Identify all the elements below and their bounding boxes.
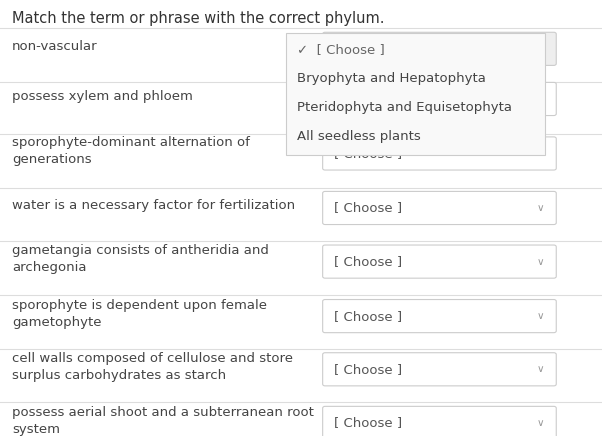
FancyBboxPatch shape xyxy=(323,82,556,116)
Text: [ Choose ]: [ Choose ] xyxy=(334,363,402,376)
Text: ∨: ∨ xyxy=(537,418,544,428)
Text: possess xylem and phloem: possess xylem and phloem xyxy=(12,90,193,103)
FancyBboxPatch shape xyxy=(323,191,556,225)
Text: All seedless plants: All seedless plants xyxy=(297,130,421,143)
Text: [ Choose ]: [ Choose ] xyxy=(334,416,402,429)
Text: ∨: ∨ xyxy=(537,149,544,158)
Text: [ Choose ]: [ Choose ] xyxy=(334,255,402,268)
Text: ∨: ∨ xyxy=(537,94,544,104)
Text: sporophyte is dependent upon female
gametophyte: sporophyte is dependent upon female game… xyxy=(12,299,267,329)
Text: [ Choose ]: [ Choose ] xyxy=(334,42,402,55)
Text: [ Choose ]: [ Choose ] xyxy=(334,310,402,323)
Text: [ Choose ]: [ Choose ] xyxy=(334,201,402,215)
Text: sporophyte-dominant alternation of
generations: sporophyte-dominant alternation of gener… xyxy=(12,136,250,166)
Text: cell walls composed of cellulose and store
surplus carbohydrates as starch: cell walls composed of cellulose and sto… xyxy=(12,352,293,382)
Text: ∨: ∨ xyxy=(537,257,544,266)
Text: gametangia consists of antheridia and
archegonia: gametangia consists of antheridia and ar… xyxy=(12,245,269,274)
Text: Bryophyta and Hepatophyta: Bryophyta and Hepatophyta xyxy=(297,72,486,85)
Text: Match the term or phrase with the correct phylum.: Match the term or phrase with the correc… xyxy=(12,11,385,26)
FancyBboxPatch shape xyxy=(323,245,556,278)
Text: water is a necessary factor for fertilization: water is a necessary factor for fertiliz… xyxy=(12,199,295,212)
Text: ∨: ∨ xyxy=(537,364,544,374)
Text: Pteridophyta and Equisetophyta: Pteridophyta and Equisetophyta xyxy=(297,101,512,114)
FancyBboxPatch shape xyxy=(323,300,556,333)
FancyBboxPatch shape xyxy=(323,137,556,170)
Text: [ Choose ]: [ Choose ] xyxy=(334,92,402,106)
FancyBboxPatch shape xyxy=(286,33,545,155)
FancyBboxPatch shape xyxy=(323,406,556,436)
Text: possess aerial shoot and a subterranean root
system: possess aerial shoot and a subterranean … xyxy=(12,406,314,436)
FancyBboxPatch shape xyxy=(323,353,556,386)
Text: ✓  [ Choose ]: ✓ [ Choose ] xyxy=(297,43,385,55)
Text: non-vascular: non-vascular xyxy=(12,40,98,53)
Text: ∨: ∨ xyxy=(537,311,544,321)
Text: ∨: ∨ xyxy=(537,203,544,213)
Text: [ Choose ]: [ Choose ] xyxy=(334,147,402,160)
FancyBboxPatch shape xyxy=(323,32,556,65)
